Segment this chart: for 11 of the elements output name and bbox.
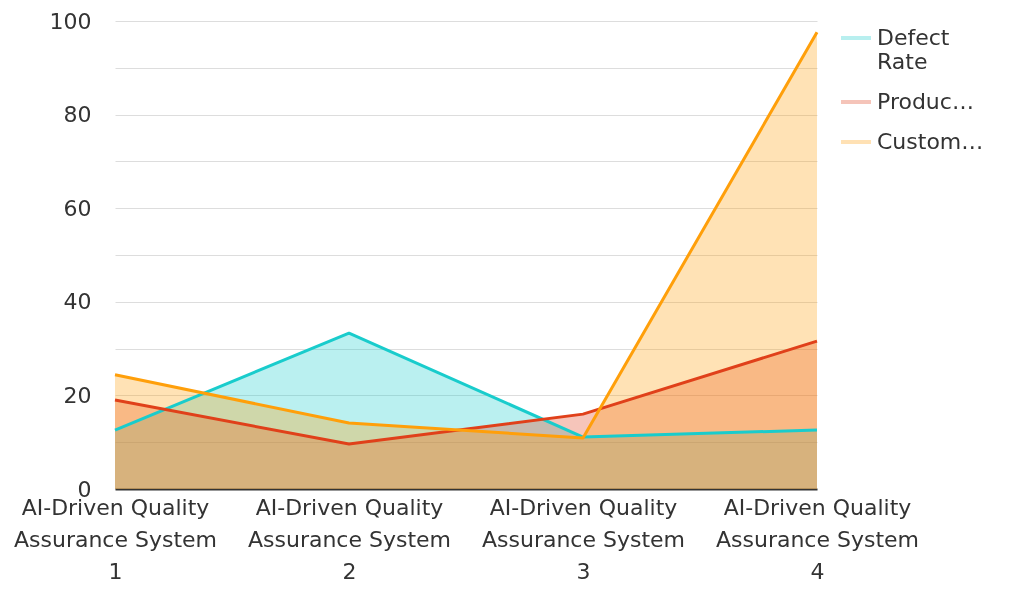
x-tick-label: AI-Driven Quality Assurance System 4 xyxy=(715,494,920,584)
y-tick-label: 100 xyxy=(49,8,92,34)
legend-label: Produc… xyxy=(877,89,974,114)
y-tick-label: 80 xyxy=(63,102,92,128)
y-tick-label: 20 xyxy=(63,382,92,408)
x-tick-label: AI-Driven Quality Assurance System 3 xyxy=(481,494,686,584)
legend-label: Defect Rate xyxy=(877,25,950,74)
legend-label: Custom… xyxy=(877,129,984,154)
y-tick-label: 40 xyxy=(63,289,92,315)
y-tick-label: 60 xyxy=(63,195,92,221)
x-tick-label: AI-Driven Quality Assurance System 2 xyxy=(247,494,452,584)
